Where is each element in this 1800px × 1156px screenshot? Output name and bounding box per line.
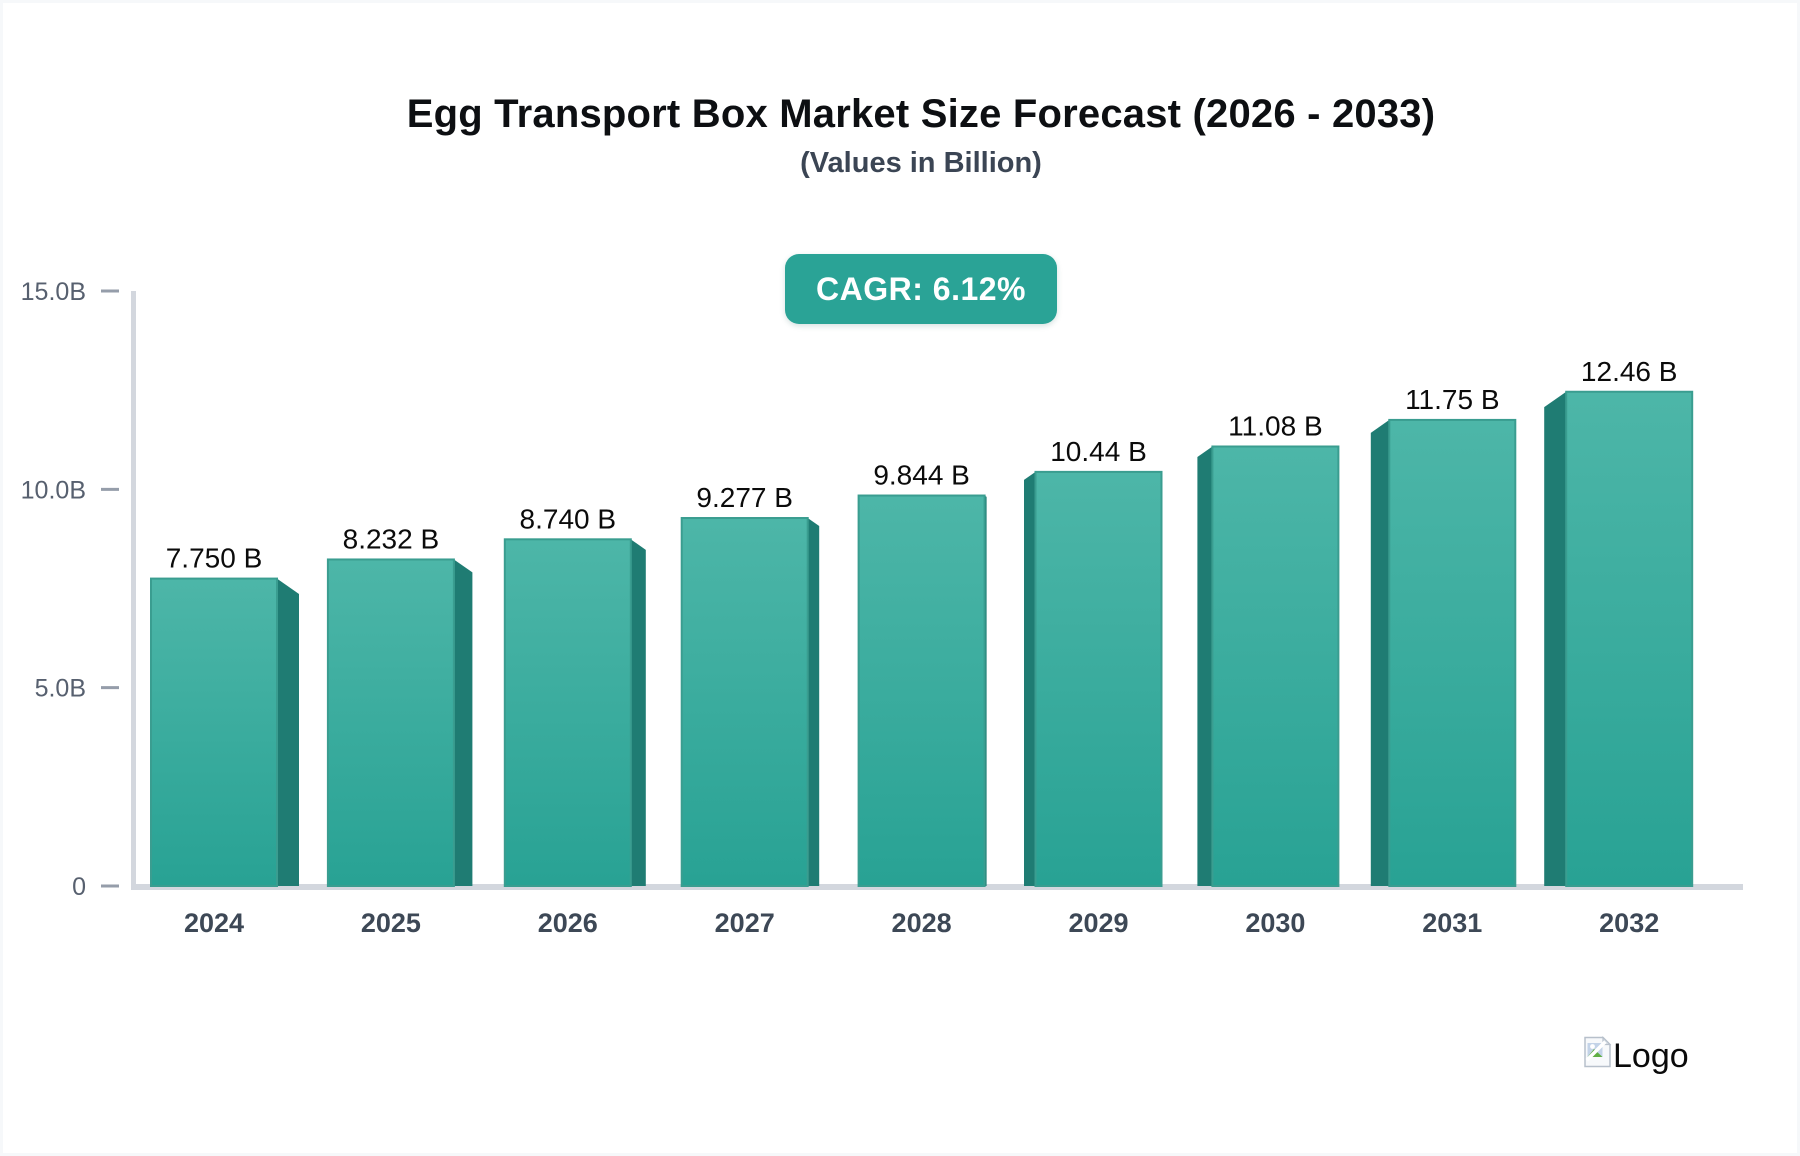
chart-title: Egg Transport Box Market Size Forecast (… [406, 92, 1436, 136]
cagr-badge: CAGR: 6.12% [785, 254, 1057, 324]
bar-2028: 9.844 B 2028 [857, 460, 987, 938]
bar-value-label: 11.75 B [1405, 384, 1499, 415]
x-axis-label: 2026 [538, 908, 598, 938]
bar-value-label: 8.232 B [343, 523, 440, 554]
bar-value-label: 7.750 B [166, 543, 263, 574]
bar-face [150, 577, 278, 887]
x-axis-label: 2031 [1422, 908, 1482, 938]
bar-value-label: 10.44 B [1050, 436, 1147, 467]
bar-value-label: 11.08 B [1228, 410, 1322, 441]
bar-side-face [807, 518, 820, 886]
bar-face [857, 494, 986, 887]
bar-2030: 11.08 B 2030 [1197, 410, 1340, 938]
x-axis-label: 2028 [892, 908, 952, 938]
chart-subtitle: (Values in Billion) [800, 147, 1042, 179]
broken-image-icon [1583, 1036, 1612, 1073]
bar-face [326, 558, 455, 887]
x-axis-label: 2024 [184, 908, 244, 938]
logo: Logo [1583, 1036, 1689, 1073]
bar-2026: 8.740 B 2026 [503, 503, 646, 938]
bar-face [680, 517, 809, 887]
bar-side-face [630, 539, 646, 886]
bar-2031: 11.75 B 2031 [1370, 384, 1517, 938]
y-axis-label: 5.0B [35, 675, 86, 703]
bar-side-face [1370, 419, 1390, 886]
cagr-badge-row: CAGR: 6.12% [42, 254, 1800, 324]
x-axis-label: 2029 [1068, 908, 1128, 938]
bar-value-label: 9.277 B [696, 482, 793, 513]
bar-face [1565, 390, 1694, 887]
bar-face [503, 538, 632, 888]
bar-2024: 7.750 B 2024 [150, 543, 299, 938]
x-axis-label: 2032 [1599, 908, 1659, 938]
bar-face [1211, 445, 1340, 887]
y-axis-line [131, 291, 136, 890]
x-axis-label: 2025 [361, 908, 421, 938]
bar-2025: 8.232 B 2025 [326, 523, 473, 938]
y-axis-label: 15.0B [21, 278, 86, 306]
bar-side-face [277, 578, 299, 886]
logo-alt-text: Logo [1613, 1037, 1689, 1075]
x-axis-label: 2030 [1245, 908, 1305, 938]
bar-value-label: 8.740 B [520, 503, 617, 534]
bar-face [1388, 418, 1517, 887]
bar-value-label: 9.844 B [873, 460, 970, 491]
y-axis-label: 10.0B [21, 476, 86, 504]
bar-side-face [453, 559, 473, 886]
bar-face [1034, 470, 1163, 887]
bar-value-label: 12.46 B [1581, 356, 1678, 387]
bar-side-face [1197, 446, 1213, 886]
bar-side-face [1544, 391, 1567, 886]
x-axis-label: 2027 [715, 908, 775, 938]
bar-2029: 10.44 B 2029 [1024, 436, 1163, 938]
bar-side-face [1024, 471, 1036, 886]
y-axis-label: 0 [72, 873, 86, 901]
bar-2032: 12.46 B 2032 [1544, 356, 1694, 938]
bar-2027: 9.277 B 2027 [680, 482, 820, 938]
